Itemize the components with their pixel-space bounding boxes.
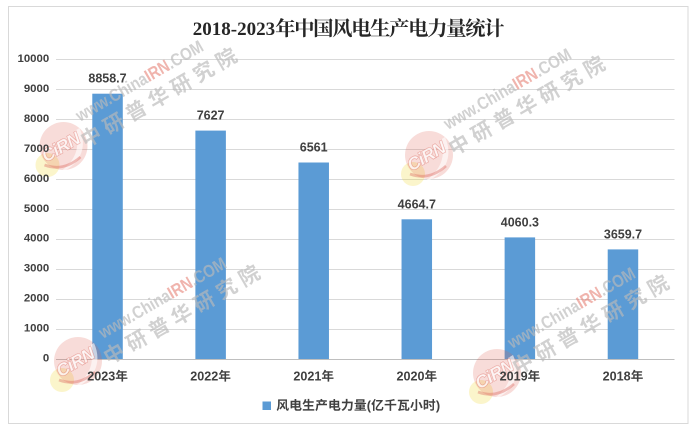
svg-text:6000: 6000 bbox=[24, 173, 49, 185]
svg-text:4000: 4000 bbox=[24, 233, 49, 245]
svg-text:2023: 2023 bbox=[87, 370, 115, 384]
svg-text:9000: 9000 bbox=[24, 83, 49, 95]
svg-text:8000: 8000 bbox=[24, 113, 49, 125]
svg-text:2018-2023: 2018-2023 bbox=[193, 19, 275, 40]
svg-text:10000: 10000 bbox=[18, 53, 50, 65]
svg-text:1000: 1000 bbox=[24, 323, 49, 335]
svg-text:3659.7: 3659.7 bbox=[604, 227, 642, 241]
svg-text:4664.7: 4664.7 bbox=[398, 197, 436, 211]
svg-text:7000: 7000 bbox=[24, 143, 49, 155]
svg-text:(: ( bbox=[367, 398, 372, 413]
svg-text:8858.7: 8858.7 bbox=[88, 72, 126, 86]
svg-text:3000: 3000 bbox=[24, 263, 49, 275]
svg-text:): ) bbox=[436, 398, 440, 413]
svg-text:2000: 2000 bbox=[24, 293, 49, 305]
svg-text:5000: 5000 bbox=[24, 203, 49, 215]
svg-text:6561: 6561 bbox=[300, 141, 328, 155]
svg-text:4060.3: 4060.3 bbox=[501, 215, 539, 229]
svg-text:2021: 2021 bbox=[293, 370, 321, 384]
svg-text:2022: 2022 bbox=[190, 370, 218, 384]
svg-text:0: 0 bbox=[43, 353, 49, 365]
svg-text:7627: 7627 bbox=[197, 109, 225, 123]
svg-text:2020: 2020 bbox=[397, 370, 425, 384]
svg-text:2019: 2019 bbox=[500, 370, 528, 384]
svg-text:2018: 2018 bbox=[603, 370, 631, 384]
